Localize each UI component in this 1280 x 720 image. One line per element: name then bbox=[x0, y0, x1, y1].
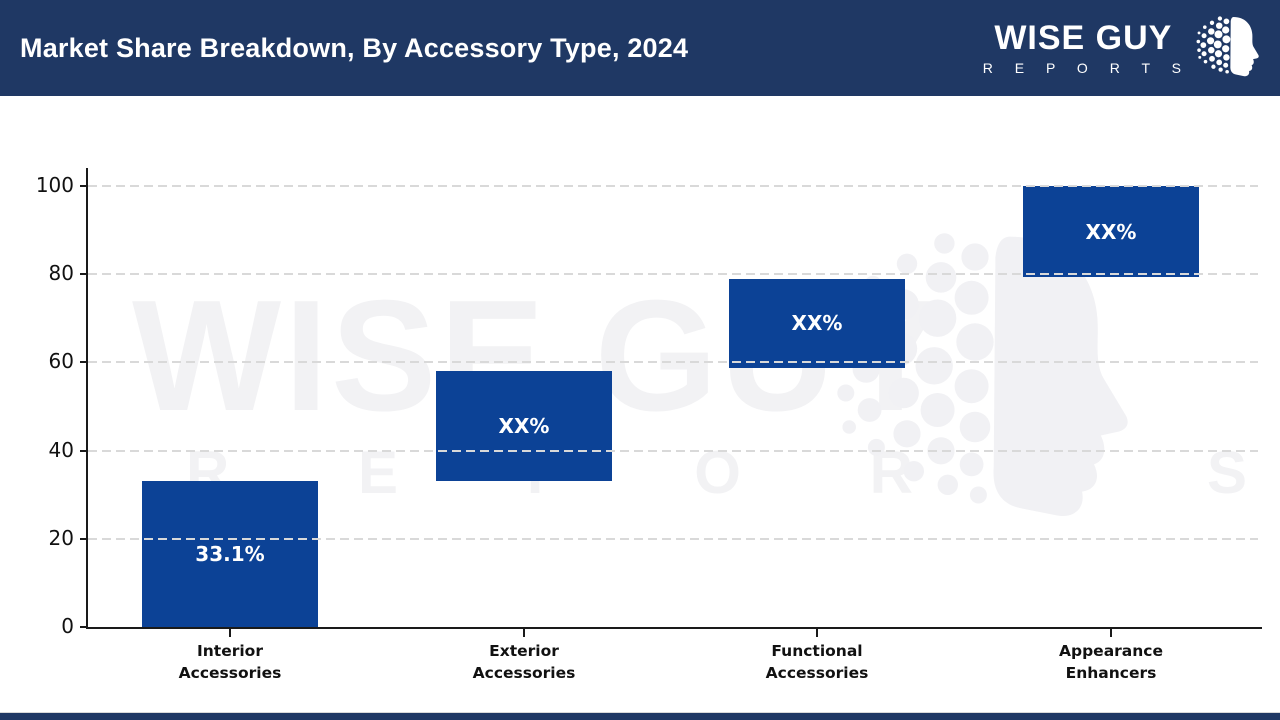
x-tick-label-appearance-enhancers: Appearance Enhancers bbox=[1059, 642, 1163, 682]
x-tick-mark-exterior-accessories bbox=[523, 628, 525, 637]
bar-functional-accessories: XX% bbox=[729, 278, 905, 368]
y-tick-label-60: 60 bbox=[48, 349, 74, 374]
bottom-divider bbox=[0, 712, 1280, 713]
x-tick-mark-functional-accessories bbox=[816, 628, 818, 637]
y-tick-mark-40 bbox=[80, 449, 88, 452]
header-bar: Market Share Breakdown, By Accessory Typ… bbox=[0, 0, 1280, 96]
brand-wiseguy-label: WISE GUY bbox=[994, 19, 1173, 57]
x-axis-spine bbox=[86, 627, 1262, 629]
page-title: Market Share Breakdown, By Accessory Typ… bbox=[20, 32, 689, 63]
grid-line-20 bbox=[88, 537, 1258, 540]
y-axis-spine bbox=[86, 168, 88, 629]
x-tick-mark-appearance-enhancers bbox=[1110, 628, 1112, 637]
y-tick-label-80: 80 bbox=[48, 261, 74, 286]
x-tick-label-functional-accessories: Functional Accessories bbox=[765, 642, 869, 682]
bar-value-label-appearance-enhancers: XX% bbox=[1085, 219, 1137, 244]
grid-line-80 bbox=[88, 273, 1258, 276]
x-tick-label-exterior-accessories: Exterior Accessories bbox=[472, 642, 576, 682]
brand-logo: WISE GUY R E P O R T S bbox=[977, 8, 1280, 88]
y-tick-label-20: 20 bbox=[48, 525, 74, 550]
x-tick-label-interior-accessories: Interior Accessories bbox=[178, 642, 282, 682]
y-tick-mark-20 bbox=[80, 537, 88, 540]
grid-line-100 bbox=[88, 185, 1258, 187]
bar-value-label-interior-accessories: 33.1% bbox=[195, 542, 265, 566]
bar-interior-accessories: 33.1% bbox=[142, 481, 318, 627]
brand-reports-label: R E P O R T S bbox=[982, 60, 1190, 76]
bar-appearance-enhancers: XX% bbox=[1023, 186, 1199, 278]
grid-line-40 bbox=[88, 449, 1258, 452]
bar-exterior-accessories: XX% bbox=[436, 370, 612, 482]
y-tick-label-100: 100 bbox=[35, 173, 74, 197]
bar-value-label-exterior-accessories: XX% bbox=[498, 413, 550, 438]
y-tick-mark-100 bbox=[80, 185, 88, 187]
brand-head-icon bbox=[1196, 16, 1259, 77]
y-tick-mark-60 bbox=[80, 361, 88, 364]
y-tick-label-0: 0 bbox=[61, 614, 74, 638]
bar-value-label-functional-accessories: XX% bbox=[791, 311, 843, 336]
y-tick-mark-0 bbox=[80, 626, 88, 628]
y-tick-mark-80 bbox=[80, 273, 88, 276]
chart-area: WISE GUY R E P O R T S 0 20 40 60 80 100 33.1%… bbox=[0, 96, 1280, 714]
x-tick-mark-interior-accessories bbox=[229, 628, 231, 637]
brand-logo-text: WISE GUY R E P O R T S bbox=[977, 21, 1190, 75]
grid-line-60 bbox=[88, 361, 1258, 364]
y-tick-label-40: 40 bbox=[48, 437, 74, 462]
footer-bar bbox=[0, 713, 1280, 720]
